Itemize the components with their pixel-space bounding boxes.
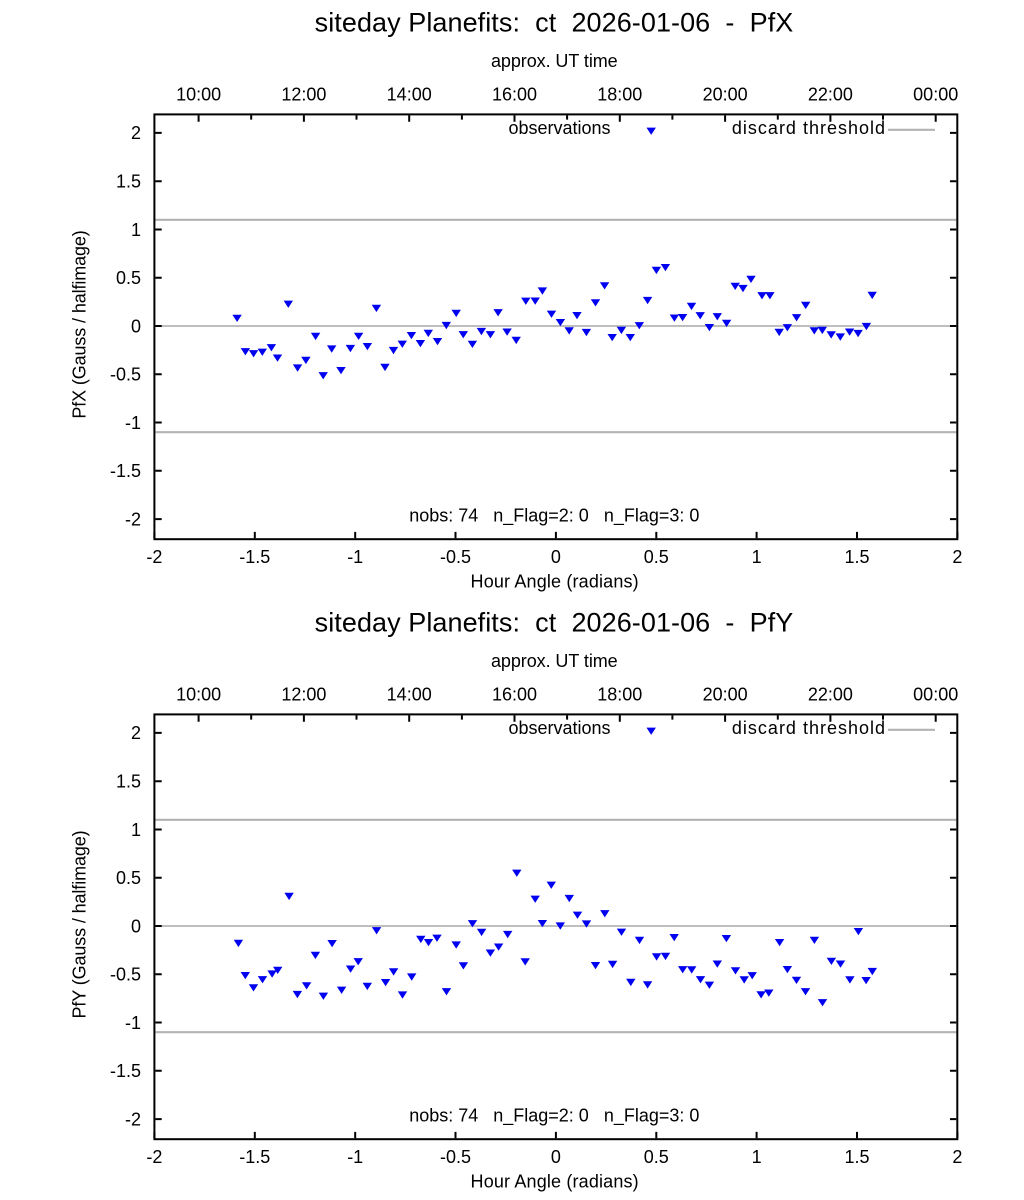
svg-text:18:00: 18:00 — [597, 84, 642, 104]
svg-text:2: 2 — [952, 1147, 962, 1167]
svg-text:PfY (Gauss / halfimage): PfY (Gauss / halfimage) — [70, 831, 90, 1019]
svg-text:-2: -2 — [146, 1147, 162, 1167]
svg-text:approx. UT time: approx. UT time — [491, 651, 618, 671]
svg-text:Hour Angle (radians): Hour Angle (radians) — [471, 572, 639, 592]
svg-text:2: 2 — [131, 723, 141, 743]
svg-text:siteday Planefits: ct 2026-0: siteday Planefits: ct 2026-01-06 - PfY — [315, 607, 794, 637]
svg-text:-1.5: -1.5 — [110, 1061, 141, 1081]
svg-text:0.5: 0.5 — [116, 268, 141, 288]
svg-text:1: 1 — [752, 1147, 762, 1167]
svg-text:-2: -2 — [125, 509, 141, 529]
svg-text:00:00: 00:00 — [913, 84, 958, 104]
svg-text:1: 1 — [752, 547, 762, 567]
svg-text:2: 2 — [952, 547, 962, 567]
svg-text:1.5: 1.5 — [844, 1147, 869, 1167]
svg-text:approx. UT time: approx. UT time — [491, 51, 618, 71]
svg-text:-1.5: -1.5 — [110, 461, 141, 481]
svg-text:-0.5: -0.5 — [440, 1147, 471, 1167]
svg-text:1.5: 1.5 — [844, 547, 869, 567]
svg-text:1.5: 1.5 — [116, 172, 141, 192]
svg-text:-2: -2 — [146, 547, 162, 567]
svg-text:observations: observations — [508, 118, 610, 138]
svg-text:10:00: 10:00 — [176, 84, 221, 104]
svg-text:-1: -1 — [125, 413, 141, 433]
svg-text:0: 0 — [551, 1147, 561, 1167]
svg-text:1.5: 1.5 — [116, 772, 141, 792]
svg-text:0: 0 — [131, 916, 141, 936]
svg-text:0.5: 0.5 — [644, 1147, 669, 1167]
svg-text:00:00: 00:00 — [913, 684, 958, 704]
svg-text:nobs: 74 n_Flag=2: 0 n_Fla: nobs: 74 n_Flag=2: 0 n_Flag=3: 0 — [409, 1105, 699, 1126]
svg-text:nobs: 74 n_Flag=2: 0 n_Fla: nobs: 74 n_Flag=2: 0 n_Flag=3: 0 — [409, 505, 699, 526]
svg-text:14:00: 14:00 — [387, 84, 432, 104]
svg-text:16:00: 16:00 — [492, 84, 537, 104]
svg-text:16:00: 16:00 — [492, 684, 537, 704]
svg-text:discard threshold: discard threshold — [732, 118, 886, 138]
svg-text:-1: -1 — [347, 547, 363, 567]
svg-text:1: 1 — [131, 820, 141, 840]
svg-text:-1.5: -1.5 — [239, 547, 270, 567]
svg-text:Hour Angle (radians): Hour Angle (radians) — [471, 1172, 639, 1192]
svg-text:12:00: 12:00 — [281, 84, 326, 104]
svg-text:18:00: 18:00 — [597, 684, 642, 704]
svg-text:20:00: 20:00 — [703, 84, 748, 104]
svg-text:22:00: 22:00 — [808, 84, 853, 104]
svg-text:-1: -1 — [125, 1013, 141, 1033]
svg-text:discard threshold: discard threshold — [732, 718, 886, 738]
svg-text:14:00: 14:00 — [387, 684, 432, 704]
svg-text:0.5: 0.5 — [644, 547, 669, 567]
svg-text:1: 1 — [131, 220, 141, 240]
svg-text:-0.5: -0.5 — [110, 365, 141, 385]
svg-text:siteday Planefits: ct 2026-0: siteday Planefits: ct 2026-01-06 - PfX — [315, 7, 794, 37]
svg-text:-0.5: -0.5 — [110, 965, 141, 985]
svg-text:PfX (Gauss / halfimage): PfX (Gauss / halfimage) — [70, 230, 90, 418]
svg-text:0.5: 0.5 — [116, 868, 141, 888]
svg-text:20:00: 20:00 — [703, 684, 748, 704]
svg-text:22:00: 22:00 — [808, 684, 853, 704]
svg-text:12:00: 12:00 — [281, 684, 326, 704]
svg-text:-1.5: -1.5 — [239, 1147, 270, 1167]
svg-text:0: 0 — [131, 316, 141, 336]
svg-text:-2: -2 — [125, 1109, 141, 1129]
svg-text:10:00: 10:00 — [176, 684, 221, 704]
svg-text:0: 0 — [551, 547, 561, 567]
svg-text:2: 2 — [131, 123, 141, 143]
svg-text:-1: -1 — [347, 1147, 363, 1167]
svg-text:observations: observations — [508, 718, 610, 738]
svg-text:-0.5: -0.5 — [440, 547, 471, 567]
